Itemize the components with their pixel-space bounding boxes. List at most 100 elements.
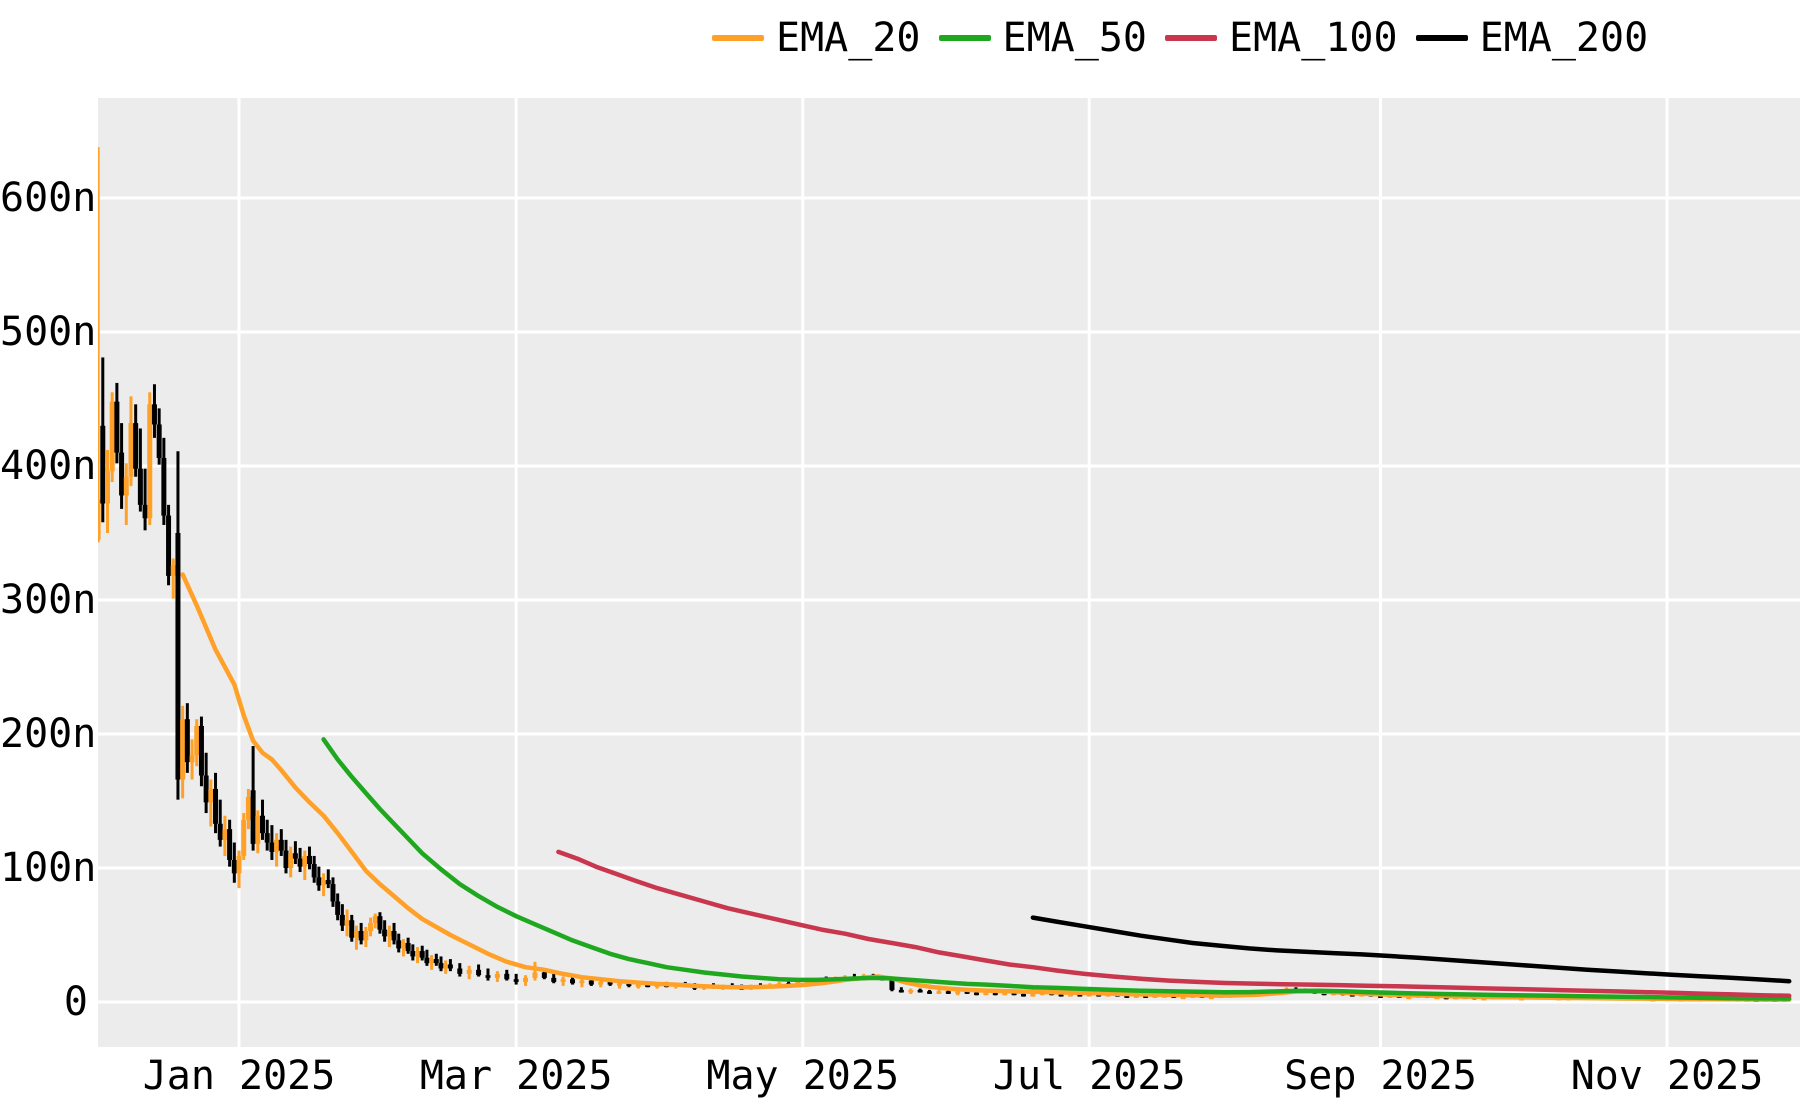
candle-wick <box>326 869 330 889</box>
candle-body <box>170 565 176 576</box>
candle-body <box>264 833 270 843</box>
x-tick-label: Jan 2025 <box>142 1053 336 1099</box>
candle-body <box>358 930 364 941</box>
candle-body <box>523 977 529 982</box>
candle-body <box>217 823 223 840</box>
legend-label-ema200: EMA_200 <box>1479 15 1649 61</box>
candle-body <box>983 992 989 996</box>
ema50-line-swatch <box>938 35 991 41</box>
candle-body <box>955 991 961 994</box>
candle-body <box>504 973 510 980</box>
candle-body <box>236 855 242 874</box>
candle-body <box>1011 992 1017 996</box>
candle-body <box>203 775 209 803</box>
candle-body <box>443 964 449 969</box>
candle-body <box>288 853 294 868</box>
candle-body <box>494 973 500 978</box>
candle-body <box>104 471 110 504</box>
candle-body <box>438 963 444 969</box>
x-tick-label: Sep 2025 <box>1284 1053 1477 1099</box>
x-tick-label: Nov 2025 <box>1570 1053 1764 1099</box>
candle-body <box>274 839 280 852</box>
candle-wick <box>533 961 537 981</box>
candle-body <box>889 979 895 990</box>
candle-body <box>222 829 228 840</box>
y-tick-label: 600n <box>0 175 97 221</box>
x-tick-label: May 2025 <box>706 1053 900 1099</box>
candle-body <box>137 468 143 505</box>
candle-body <box>189 755 195 763</box>
y-tick-label: 200n <box>0 711 97 757</box>
candle-body <box>302 855 308 867</box>
candle-body <box>114 401 120 453</box>
candle-wick <box>143 468 147 531</box>
candle-body <box>405 943 411 952</box>
legend-item-ema100: EMA_100 <box>1165 14 1398 62</box>
candle-body <box>330 884 336 902</box>
candle-body <box>161 457 167 516</box>
legend-item-ema200: EMA_200 <box>1415 14 1649 62</box>
candle-body <box>560 979 566 982</box>
candle-body <box>1133 995 1139 998</box>
candle-body <box>156 424 162 458</box>
candle-body <box>476 969 482 976</box>
y-tick-label: 400n <box>0 443 97 489</box>
legend: EMA_20 EMA_50 EMA_100 EMA_200 <box>712 14 1648 62</box>
candle-body <box>457 968 463 974</box>
candle-body <box>579 980 585 984</box>
candle-body <box>419 951 425 958</box>
y-tick-label: 100n <box>0 845 97 891</box>
candle-body <box>109 401 115 472</box>
candle-body <box>241 819 247 856</box>
candle-body <box>180 719 186 780</box>
candle-body <box>1020 993 1026 997</box>
candle-body <box>166 515 172 576</box>
legend-item-ema50: EMA_50 <box>938 14 1147 62</box>
y-tick-label: 500n <box>0 309 97 355</box>
candle-body <box>194 725 200 756</box>
candle-body <box>353 930 359 938</box>
candle-wick <box>293 841 297 864</box>
candle-body <box>396 940 402 949</box>
candle-body <box>175 533 181 780</box>
candle-wick <box>171 558 175 599</box>
candle-body <box>1208 996 1214 1000</box>
candle-body <box>128 423 134 477</box>
candle-body <box>133 423 139 469</box>
candle-body <box>344 920 350 926</box>
candle-wick <box>98 147 100 543</box>
candle-body <box>335 901 341 915</box>
candle-body <box>98 499 101 540</box>
candle-body <box>213 788 219 824</box>
candle-wick <box>486 968 490 981</box>
candle-body <box>292 853 298 859</box>
candle-body <box>147 404 153 519</box>
candle-body <box>485 975 491 978</box>
candle-body <box>227 829 233 860</box>
candle-body <box>231 859 237 874</box>
candle-body <box>617 983 623 986</box>
candle-body <box>424 957 430 964</box>
candle-body <box>1481 997 1487 1001</box>
legend-label-ema100: EMA_100 <box>1229 15 1398 61</box>
ema-line-ema_100 <box>556 849 1792 999</box>
candle-body <box>349 920 355 938</box>
candle-body <box>513 979 519 982</box>
candle-body <box>1002 992 1008 996</box>
candle-body <box>278 839 284 851</box>
x-tick-label: Mar 2025 <box>419 1053 613 1099</box>
candle-body <box>974 992 980 996</box>
candle-body <box>992 992 998 996</box>
candle-body <box>325 880 331 885</box>
candle-body <box>255 815 261 844</box>
candle-body <box>208 788 214 803</box>
candle-body <box>250 790 256 844</box>
candle-body <box>410 951 416 957</box>
candle-body <box>363 930 369 941</box>
candle-body <box>908 989 914 993</box>
candle-wick <box>209 779 213 827</box>
candle-body <box>283 850 289 868</box>
candle-body <box>433 959 439 964</box>
candle-body <box>151 404 157 425</box>
